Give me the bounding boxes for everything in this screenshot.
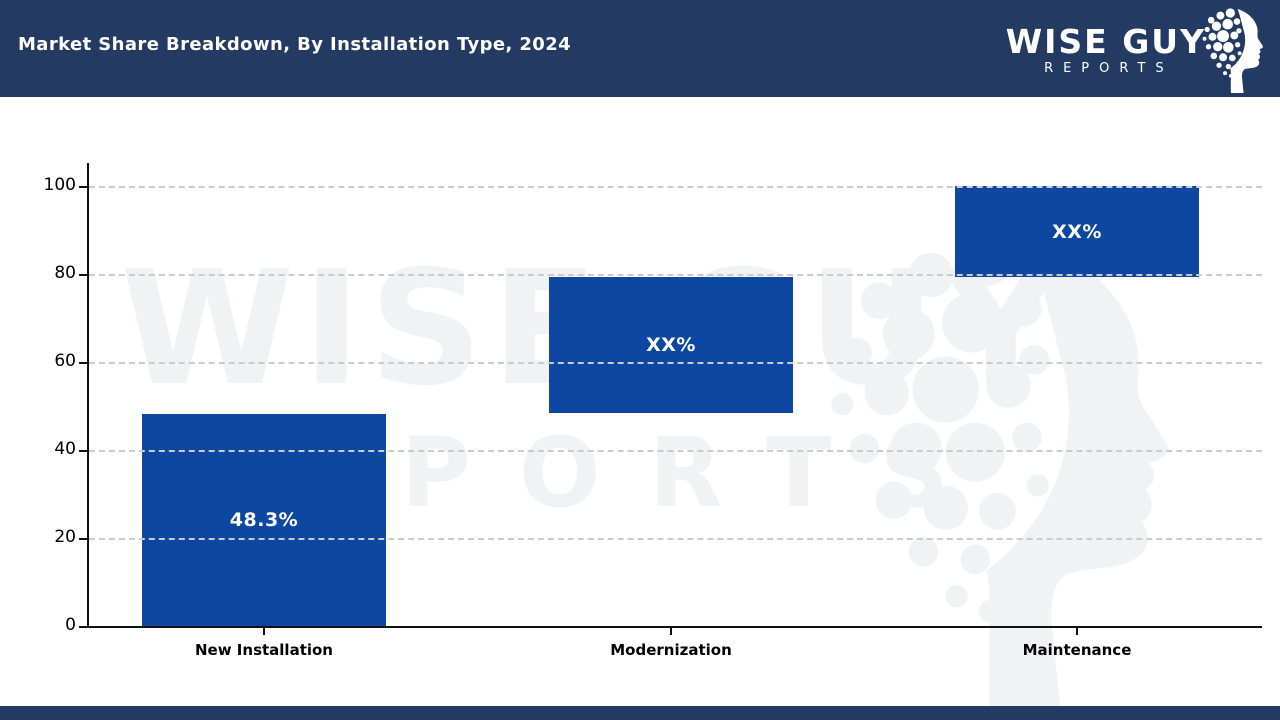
bar-value-label: 48.3%: [229, 509, 299, 531]
x-tick-mark: [263, 628, 265, 635]
header-band: Market Share Breakdown, By Installation …: [0, 0, 1280, 97]
y-tick-label: 100: [43, 175, 76, 195]
x-category-label-modernization: Modernization: [610, 641, 732, 659]
bar-modernization: XX%: [549, 277, 793, 413]
brand-logo-text: WISE GUY REPORTS: [1006, 25, 1206, 75]
brand-logo-reports: REPORTS: [1044, 61, 1174, 76]
x-tick-mark: [670, 628, 672, 635]
y-tick-mark: [79, 626, 87, 628]
brand-logo-wiseguy: WISE GUY: [1005, 22, 1206, 61]
y-tick-mark: [79, 362, 87, 364]
y-axis-line: [87, 163, 89, 628]
bar-maintenance: XX%: [955, 186, 1199, 277]
gridline-20: [89, 538, 1262, 540]
y-tick-mark: [79, 450, 87, 452]
x-axis-line: [87, 626, 1262, 628]
y-tick-label: 80: [54, 263, 76, 283]
bar-value-label: XX%: [646, 334, 696, 356]
x-category-label-maintenance: Maintenance: [1022, 641, 1132, 659]
y-tick-label: 20: [54, 527, 76, 547]
footer-band: [0, 706, 1280, 720]
y-tick-label: 0: [65, 615, 76, 635]
x-category-label-new-installation: New Installation: [195, 641, 333, 659]
bar-new-installation: 48.3%: [142, 414, 386, 626]
y-tick-mark: [79, 274, 87, 276]
brand-head-profile-icon: [1202, 8, 1263, 93]
x-tick-mark: [1076, 628, 1078, 635]
watermark-head-profile-icon: [831, 234, 1168, 706]
gridline-60: [89, 362, 1262, 364]
gridline-80: [89, 274, 1262, 276]
y-tick-label: 40: [54, 439, 76, 459]
y-tick-label: 60: [54, 351, 76, 371]
page-title: Market Share Breakdown, By Installation …: [18, 34, 572, 55]
y-tick-mark: [79, 538, 87, 540]
y-tick-mark: [79, 186, 87, 188]
gridline-100: [89, 186, 1262, 188]
bar-value-label: XX%: [1052, 220, 1102, 243]
gridline-40: [89, 450, 1262, 452]
brand-logo: WISE GUY REPORTS: [1006, 6, 1270, 94]
